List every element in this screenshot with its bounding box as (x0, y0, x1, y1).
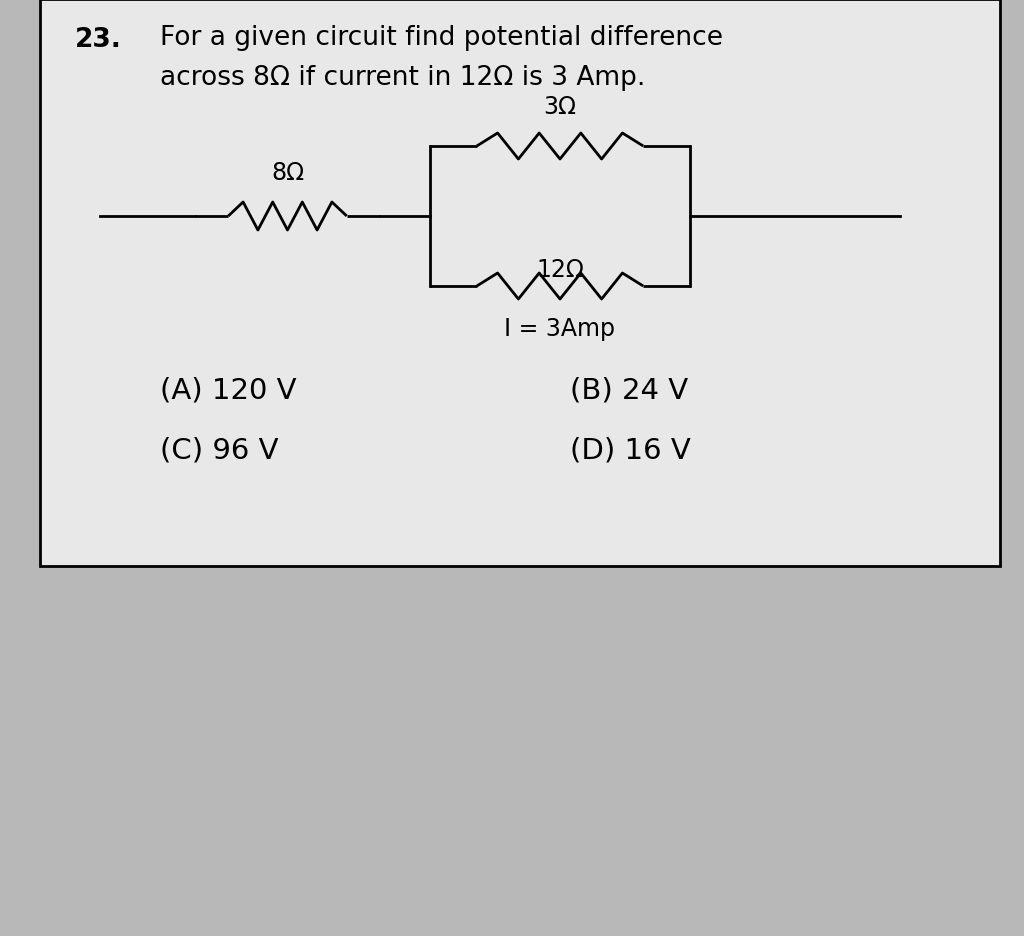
Text: (A) 120 V: (A) 120 V (160, 376, 297, 404)
Text: (D) 16 V: (D) 16 V (570, 436, 691, 464)
Text: I = 3Amp: I = 3Amp (505, 316, 615, 341)
Text: (C) 96 V: (C) 96 V (160, 436, 279, 464)
FancyBboxPatch shape (40, 0, 1000, 566)
Text: 12Ω: 12Ω (536, 257, 584, 282)
Text: 3Ω: 3Ω (544, 95, 577, 119)
Text: (B) 24 V: (B) 24 V (570, 376, 688, 404)
Text: For a given circuit find potential difference: For a given circuit find potential diffe… (160, 25, 723, 51)
Text: 8Ω: 8Ω (271, 161, 304, 184)
Text: 23.: 23. (75, 27, 122, 53)
Text: across 8Ω if current in 12Ω is 3 Amp.: across 8Ω if current in 12Ω is 3 Amp. (160, 65, 645, 91)
